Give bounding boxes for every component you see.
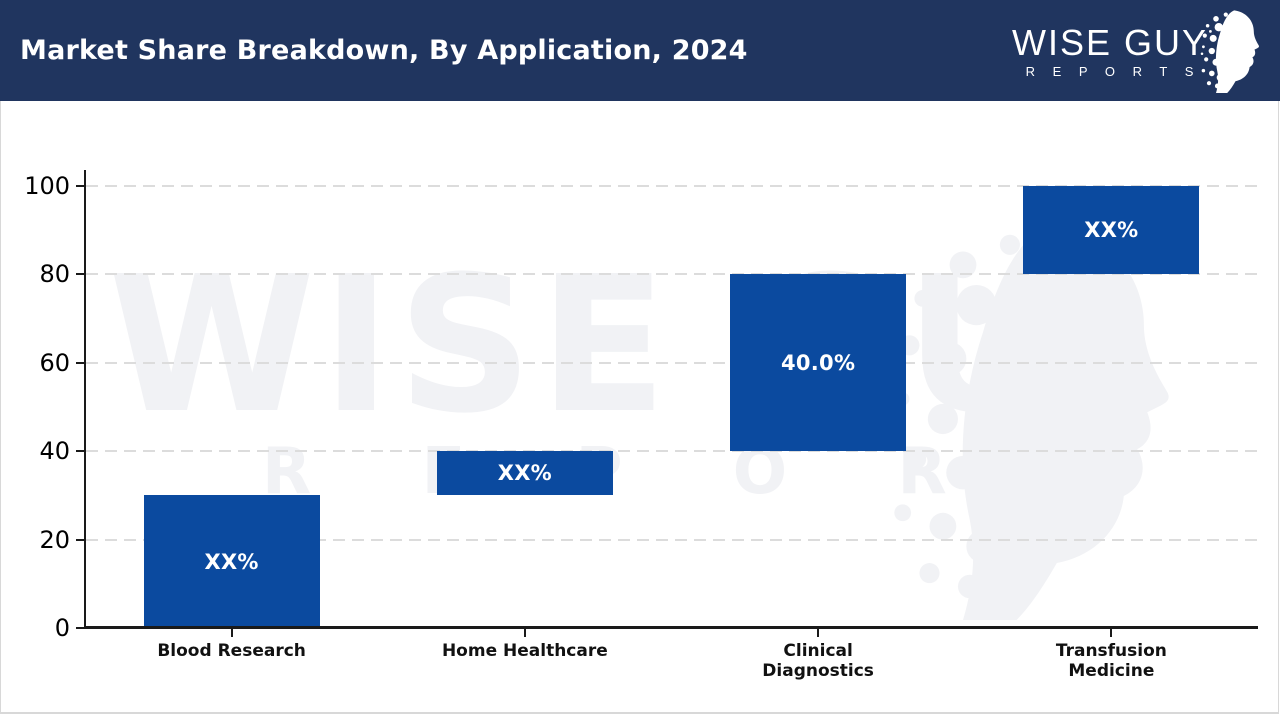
x-category-label: Clinical Diagnostics xyxy=(762,641,874,682)
gridline xyxy=(86,450,1257,453)
y-tick-label: 100 xyxy=(24,172,70,200)
bar-transfusion-medicine: XX% xyxy=(1023,186,1200,275)
y-tick-mark xyxy=(76,185,85,187)
x-category-label: Transfusion Medicine xyxy=(1055,641,1167,682)
brand-name: WISE GUY xyxy=(1011,21,1208,63)
bar-value-label: XX% xyxy=(204,549,259,574)
brand-logo-text: WISE GUY R E P O R T S xyxy=(1011,21,1208,79)
bar-value-label: XX% xyxy=(497,461,553,486)
y-tick-label: 80 xyxy=(39,260,70,289)
y-tick-mark xyxy=(76,273,85,276)
bar-blood-research: XX% xyxy=(143,495,320,628)
y-tick-mark xyxy=(76,627,85,629)
y-tick-label: 60 xyxy=(39,348,70,377)
x-category-label: Home Healthcare xyxy=(441,641,608,661)
y-tick-mark xyxy=(76,450,85,453)
gridline xyxy=(86,538,1257,541)
brand-logo: WISE GUY R E P O R T S xyxy=(1012,8,1266,94)
watermark-head-icon xyxy=(889,224,1169,620)
y-tick-mark xyxy=(76,538,85,541)
x-tick-mark xyxy=(230,629,233,637)
bar-clinical-diagnostics: 40.0% xyxy=(730,274,907,452)
x-tick-mark xyxy=(817,629,820,637)
header-bar: Market Share Breakdown, By Application, … xyxy=(0,0,1280,101)
gridline xyxy=(86,185,1257,187)
y-tick-label: 40 xyxy=(39,437,70,466)
y-tick-mark xyxy=(76,361,85,364)
y-tick-label: 20 xyxy=(39,525,70,554)
x-axis-line xyxy=(84,626,1258,629)
y-axis-line xyxy=(84,170,86,629)
bar-home-healthcare: XX% xyxy=(436,451,613,496)
gridline xyxy=(86,273,1257,276)
y-tick-label: 0 xyxy=(54,614,70,642)
brand-subtitle: R E P O R T S xyxy=(1025,63,1201,79)
page-title: Market Share Breakdown, By Application, … xyxy=(20,35,748,66)
x-category-label: Blood Research xyxy=(157,641,306,661)
x-tick-mark xyxy=(1110,629,1113,637)
x-tick-mark xyxy=(523,629,526,637)
bar-value-label: XX% xyxy=(1084,218,1139,243)
gridline xyxy=(86,361,1257,364)
bar-value-label: 40.0% xyxy=(780,350,856,375)
